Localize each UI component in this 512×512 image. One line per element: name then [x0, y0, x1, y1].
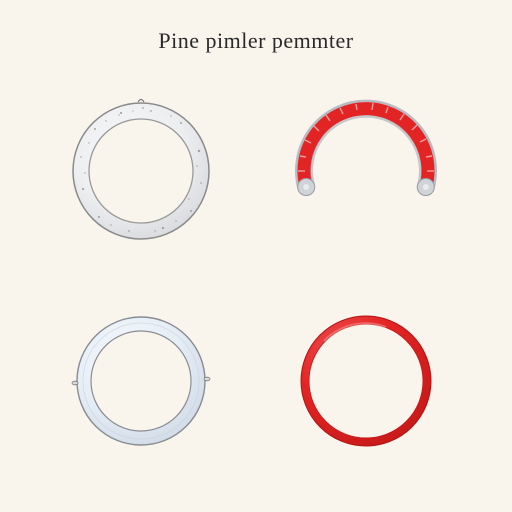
ring-bottom-left	[56, 296, 226, 466]
ring-bottom-right	[281, 296, 451, 466]
open-arc-icon	[286, 91, 446, 251]
ring-top-right	[281, 86, 451, 256]
thin-red-ring-icon	[286, 301, 446, 461]
textured-ring-icon	[61, 91, 221, 251]
ring-top-left	[56, 86, 226, 256]
smooth-ring-icon	[61, 301, 221, 461]
page-title: Pine pimler pemmter	[158, 28, 353, 54]
ring-grid	[56, 86, 456, 466]
